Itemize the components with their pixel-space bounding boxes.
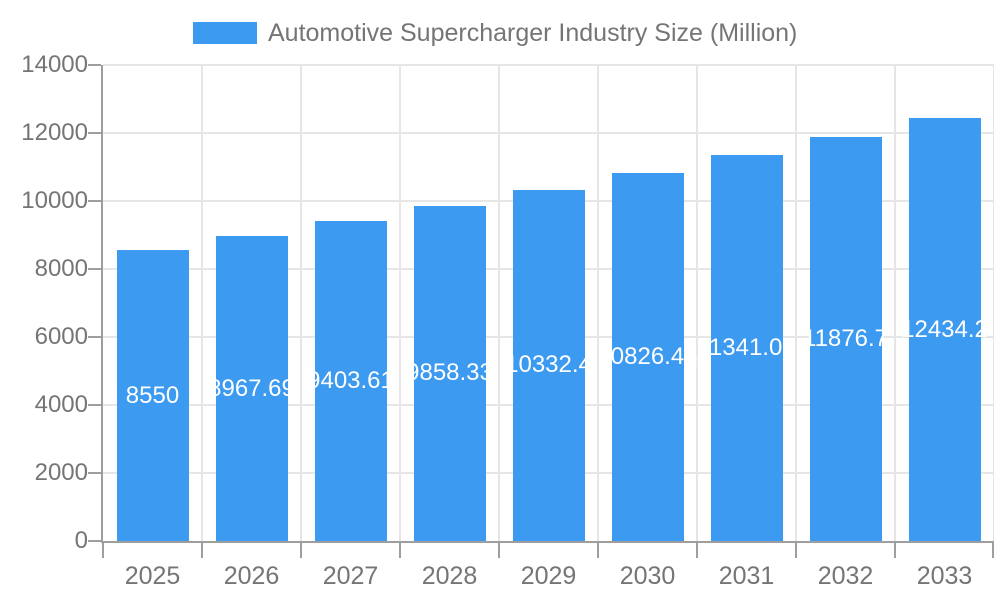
x-axis-label-2025: 2025 <box>124 562 181 590</box>
x-tick-2 <box>300 543 302 558</box>
bar-label-2033: 12434.2 <box>901 315 988 343</box>
gridline-v-4 <box>498 65 500 541</box>
x-axis-label-2030: 2030 <box>619 562 676 590</box>
bar-2033[interactable] <box>908 118 981 541</box>
y-tick-6000 <box>88 336 101 338</box>
y-axis-label-4000: 4000 <box>34 391 88 418</box>
gridline-v-2 <box>300 65 302 541</box>
legend-item[interactable]: Automotive Supercharger Industry Size (M… <box>193 20 797 46</box>
x-axis-label-2029: 2029 <box>520 562 577 590</box>
y-axis-label-12000: 12000 <box>21 119 88 146</box>
x-axis-label-2028: 2028 <box>421 562 478 590</box>
bar-label-2028: 9858.33 <box>406 359 493 387</box>
bar-2025[interactable] <box>116 250 189 541</box>
x-tick-0 <box>102 543 104 558</box>
x-tick-8 <box>894 543 896 558</box>
bar-label-2030: 10826.43 <box>597 342 698 370</box>
x-tick-1 <box>201 543 203 558</box>
y-axis-label-10000: 10000 <box>21 187 88 214</box>
y-tick-2000 <box>88 472 101 474</box>
y-axis-line <box>101 65 103 543</box>
bar-label-2032: 11876.7 <box>803 325 888 353</box>
y-tick-14000 <box>88 64 101 66</box>
y-tick-10000 <box>88 200 101 202</box>
gridline-v-6 <box>696 65 698 541</box>
x-axis-label-2027: 2027 <box>322 562 379 590</box>
x-tick-9 <box>992 543 994 558</box>
gridline-v-5 <box>597 65 599 541</box>
y-tick-12000 <box>88 132 101 134</box>
bar-2030[interactable] <box>611 172 684 541</box>
y-tick-0 <box>88 540 101 542</box>
x-tick-5 <box>597 543 599 558</box>
gridline-v-3 <box>399 65 401 541</box>
y-axis-label-8000: 8000 <box>34 255 88 282</box>
y-axis-label-14000: 14000 <box>21 51 88 78</box>
bar-2028[interactable] <box>413 205 486 541</box>
gridline-v-8 <box>894 65 896 541</box>
x-axis-label-2026: 2026 <box>223 562 280 590</box>
x-tick-6 <box>696 543 698 558</box>
gridline-v-1 <box>201 65 203 541</box>
x-axis-label-2033: 2033 <box>916 562 973 590</box>
y-axis-label-6000: 6000 <box>34 323 88 350</box>
x-axis-label-2032: 2032 <box>817 562 874 590</box>
bar-2026[interactable] <box>215 236 288 541</box>
gridline-v-7 <box>795 65 797 541</box>
gridline-h-12000 <box>103 132 994 134</box>
legend-color-swatch <box>193 22 257 44</box>
x-tick-4 <box>498 543 500 558</box>
bar-label-2027: 9403.61 <box>307 367 394 395</box>
x-axis-line <box>101 541 994 543</box>
bar-label-2031: 11341.00 <box>697 334 796 362</box>
bar-label-2026: 8967.69 <box>208 374 295 402</box>
bar-2029[interactable] <box>512 189 585 541</box>
gridline-h-14000 <box>103 64 994 66</box>
y-axis-label-2000: 2000 <box>34 459 88 486</box>
y-axis-label-0: 0 <box>74 527 88 554</box>
bar-label-2029: 10332.4 <box>505 351 592 379</box>
legend-label: Automotive Supercharger Industry Size (M… <box>268 19 798 47</box>
bar-label-2025: 8550 <box>125 381 180 409</box>
bar-2032[interactable] <box>809 137 882 541</box>
gridline-v-9 <box>992 65 994 541</box>
bar-2027[interactable] <box>314 221 387 541</box>
y-tick-8000 <box>88 268 101 270</box>
x-tick-3 <box>399 543 401 558</box>
x-tick-7 <box>795 543 797 558</box>
bar-2031[interactable] <box>710 155 783 541</box>
y-tick-4000 <box>88 404 101 406</box>
x-axis-label-2031: 2031 <box>718 562 775 590</box>
plot-area: 8550 8967.69 9403.61 9858.33 10332.4 10826.43… <box>88 64 994 558</box>
